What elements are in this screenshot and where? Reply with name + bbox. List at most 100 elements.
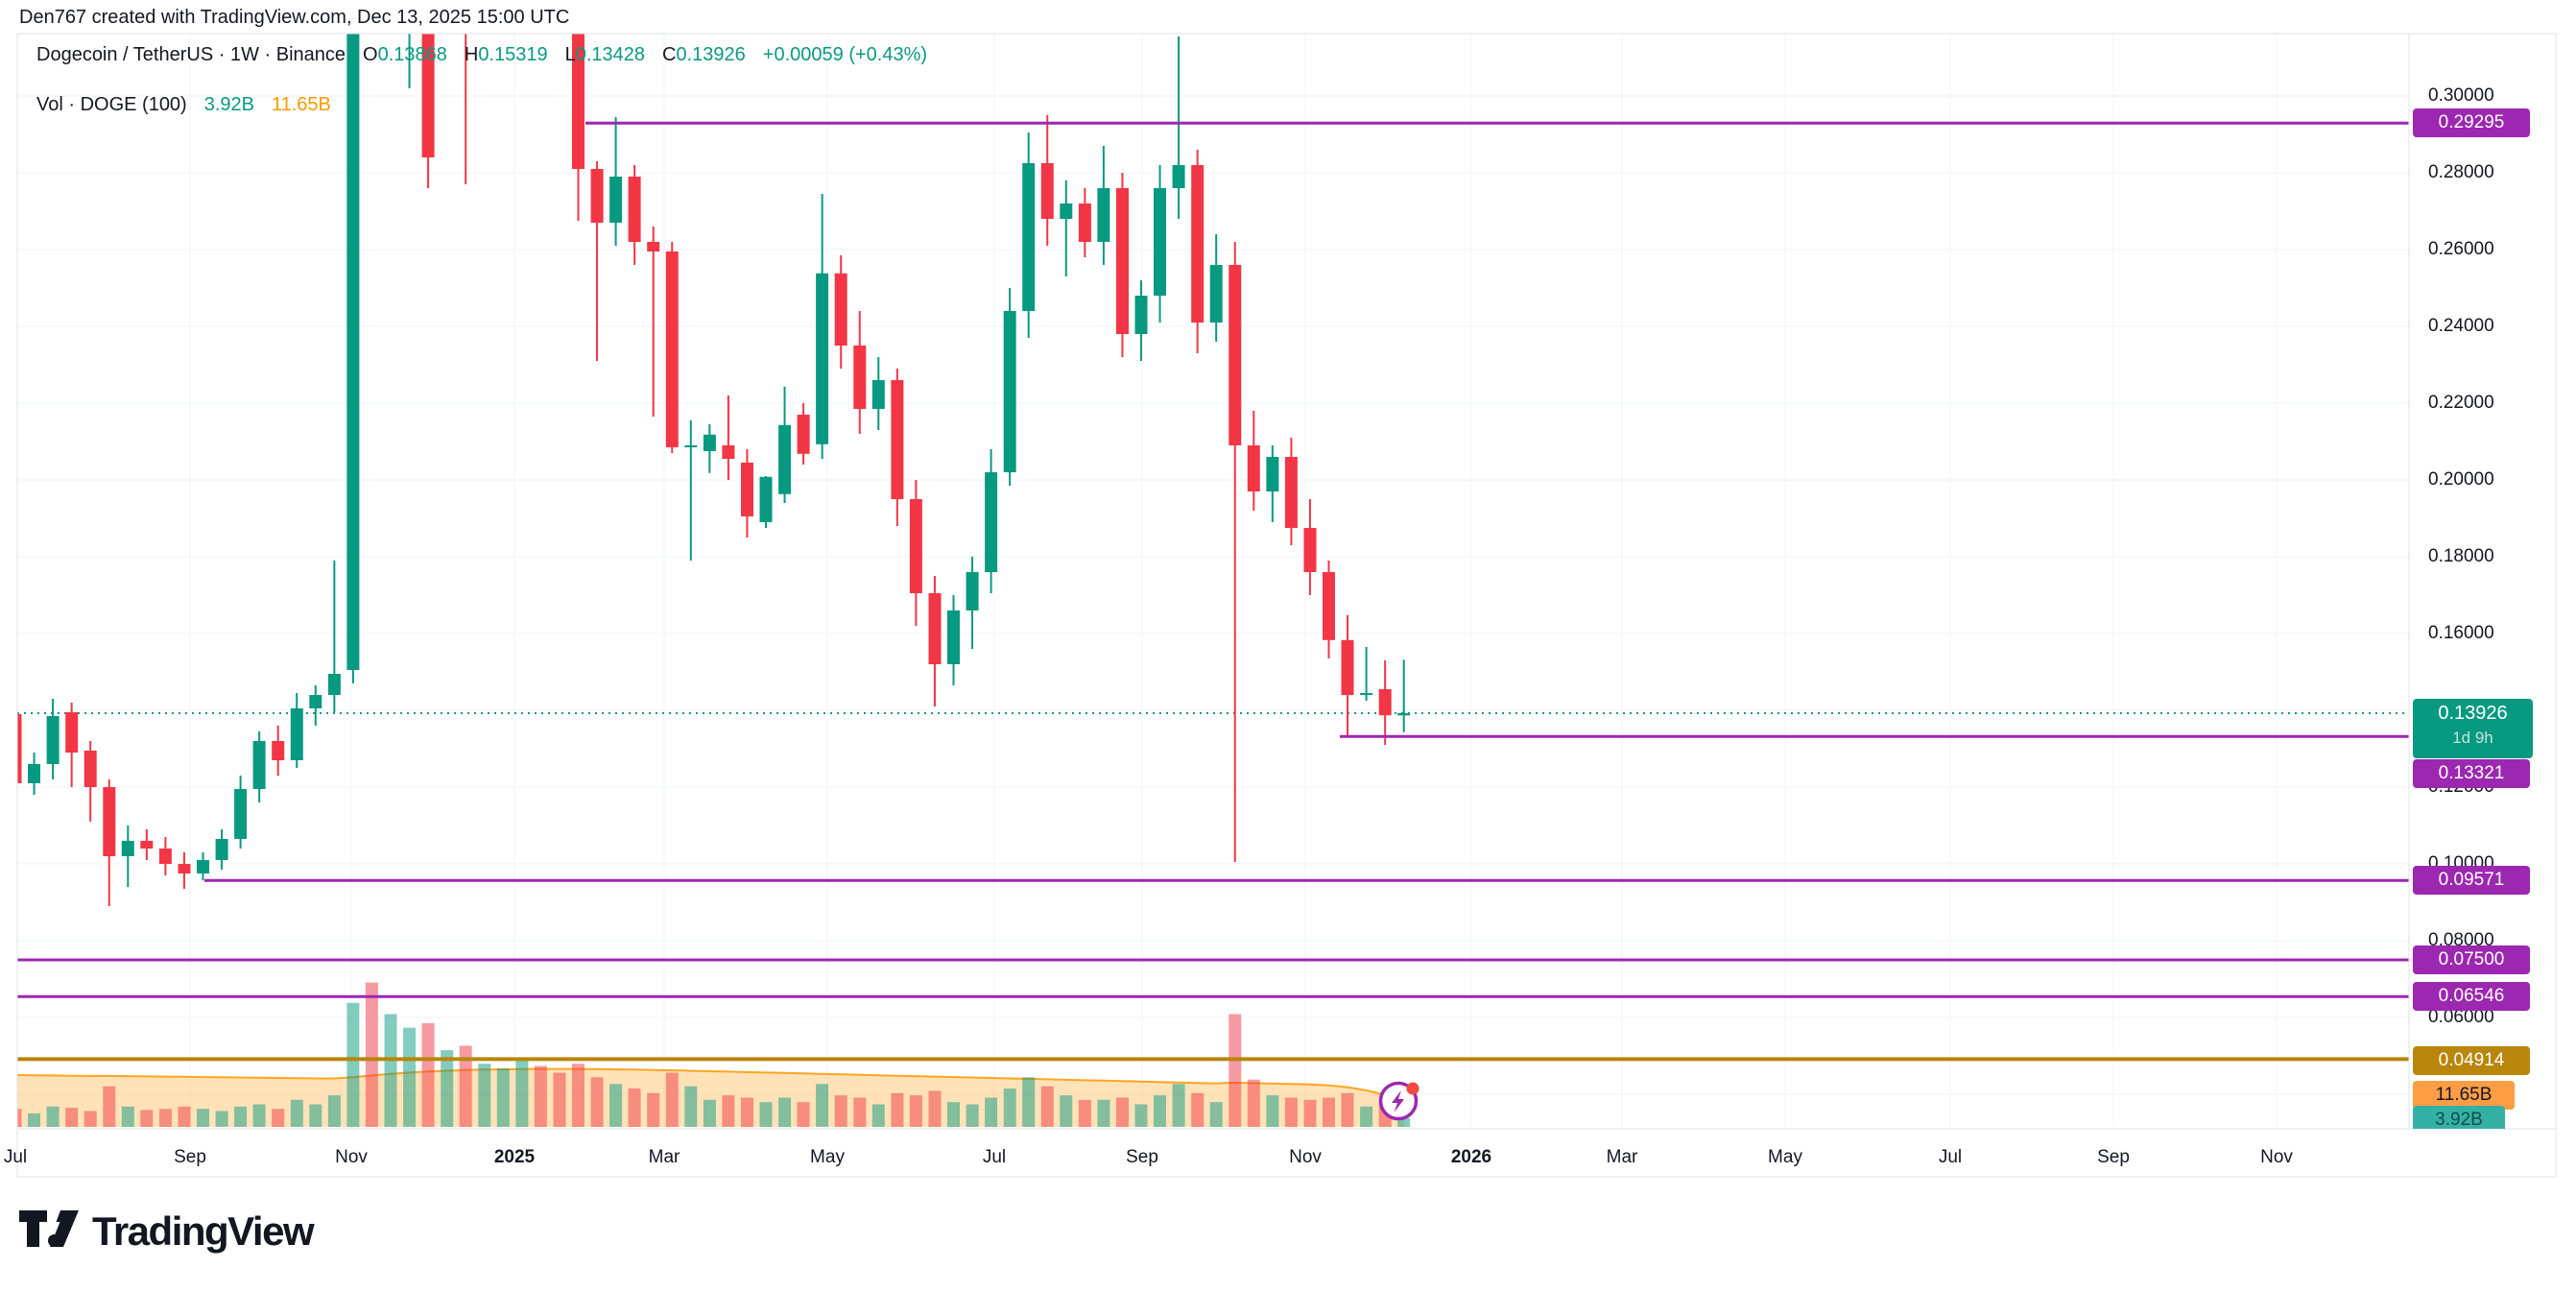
candle-body: [797, 415, 810, 454]
volume-bar: [891, 1092, 904, 1128]
volume-bar: [628, 1089, 641, 1127]
tradingview-logo[interactable]: TradingView: [19, 1208, 315, 1254]
volume-bar: [834, 1095, 847, 1127]
tradingview-logo-text: TradingView: [92, 1208, 315, 1254]
volume-bar: [1323, 1097, 1335, 1128]
volume-bar: [1266, 1095, 1279, 1127]
volume-bar: [65, 1108, 79, 1127]
volume-indicator-title[interactable]: Vol · DOGE (100): [36, 93, 187, 115]
price-tick-label: 0.24000: [2428, 316, 2494, 336]
volume-bar: [28, 1113, 40, 1127]
volume-bar: [215, 1111, 228, 1127]
symbol-title[interactable]: Dogecoin / TetherUS · 1W · Binance: [36, 43, 346, 65]
candle-body: [1341, 639, 1354, 695]
volume-bar: [178, 1106, 191, 1127]
volume-bar: [703, 1099, 716, 1127]
candle-body: [909, 499, 922, 593]
price-tick-label: 0.26000: [2428, 239, 2494, 259]
price-tick-label: 0.18000: [2428, 546, 2494, 566]
volume-bar: [83, 1111, 97, 1127]
volume-bar: [309, 1104, 322, 1127]
volume-bar: [1247, 1079, 1260, 1128]
volume-bar: [590, 1077, 604, 1127]
candle-body: [947, 610, 960, 664]
candle-body: [1040, 163, 1054, 219]
candle-body: [121, 841, 134, 856]
volume-bar: [1341, 1092, 1354, 1128]
candle-body: [158, 849, 172, 864]
price-level-badge: 0.07500: [2413, 945, 2530, 974]
candle-body: [1060, 203, 1073, 219]
volume-bar: [384, 1014, 397, 1127]
candle-body: [1078, 203, 1091, 242]
volume-bar: [1191, 1092, 1205, 1128]
time-axis-label: 2025: [493, 1147, 536, 1167]
volume-bar: [158, 1109, 172, 1127]
candle-body: [816, 273, 829, 444]
price-tick-label: 0.16000: [2428, 623, 2494, 643]
candle-body: [346, 34, 360, 670]
candle-body: [65, 712, 79, 753]
volume-legend[interactable]: Vol · DOGE (100) 3.92B 11.65B: [36, 92, 331, 117]
candle-body: [252, 741, 266, 789]
candle-body: [871, 380, 885, 409]
volume-bar: [234, 1106, 248, 1127]
volume-bar: [572, 1064, 584, 1127]
time-axis-label: Sep: [2097, 1147, 2130, 1167]
volume-bar: [252, 1104, 266, 1127]
candle-body: [1323, 572, 1335, 640]
symbol-legend[interactable]: Dogecoin / TetherUS · 1W · Binance O0.13…: [36, 42, 927, 67]
candle-body: [722, 445, 735, 459]
flash-icon[interactable]: [1378, 1080, 1420, 1122]
candle-body: [215, 839, 228, 860]
volume-bar: [722, 1095, 735, 1127]
candle-body: [1284, 457, 1298, 528]
candle-body: [421, 34, 435, 157]
candle-body: [853, 346, 867, 409]
time-axis-label: Mar: [648, 1147, 680, 1167]
volume-bar: [17, 1109, 22, 1127]
price-level-badge: 0.13321: [2413, 759, 2530, 788]
ohlc-close: C0.13926: [662, 43, 746, 65]
price-tick-label: 0.28000: [2428, 162, 2494, 182]
candle-body: [46, 716, 60, 764]
candle-body: [272, 741, 285, 760]
volume-bar: [797, 1102, 810, 1128]
tradingview-logo-mark: [19, 1210, 79, 1247]
candle-body: [290, 708, 303, 760]
time-axis-label: Jul: [982, 1147, 1007, 1167]
attribution-text: Den767 created with TradingView.com, Dec…: [19, 7, 570, 28]
volume-bar: [1172, 1084, 1185, 1127]
volume-bar: [966, 1104, 979, 1127]
volume-bar: [534, 1065, 547, 1127]
candle-body: [28, 764, 40, 783]
volume-bar: [346, 1002, 360, 1128]
candle-body: [572, 34, 584, 169]
volume-bar: [1154, 1095, 1166, 1127]
ohlc-open: O0.13868: [363, 43, 447, 65]
candle-body: [759, 476, 773, 522]
candle-body: [103, 787, 116, 856]
candle-body: [647, 242, 660, 251]
candle-body: [83, 751, 97, 787]
volume-bar: [684, 1086, 698, 1127]
current-volume-badge: 3.92B: [2413, 1106, 2505, 1129]
volume-bar: [871, 1104, 885, 1127]
candle-body: [609, 177, 623, 223]
time-axis-label: Jul: [3, 1147, 28, 1167]
change-value: +0.00059 (+0.43%): [762, 43, 928, 65]
candle-body: [590, 169, 604, 223]
volume-bar: [1134, 1104, 1148, 1127]
time-axis-label: May: [1768, 1147, 1802, 1167]
volume-bar: [853, 1097, 867, 1128]
volume-bar: [1397, 1117, 1411, 1127]
volume-bar: [478, 1064, 491, 1127]
volume-bar: [103, 1086, 116, 1127]
price-tick-label: 0.20000: [2428, 469, 2494, 490]
volume-bar: [741, 1097, 753, 1128]
price-level-badge: 0.09571: [2413, 866, 2530, 895]
candle-body: [1191, 165, 1205, 323]
candle-body: [834, 273, 847, 346]
candle-body: [928, 593, 942, 664]
